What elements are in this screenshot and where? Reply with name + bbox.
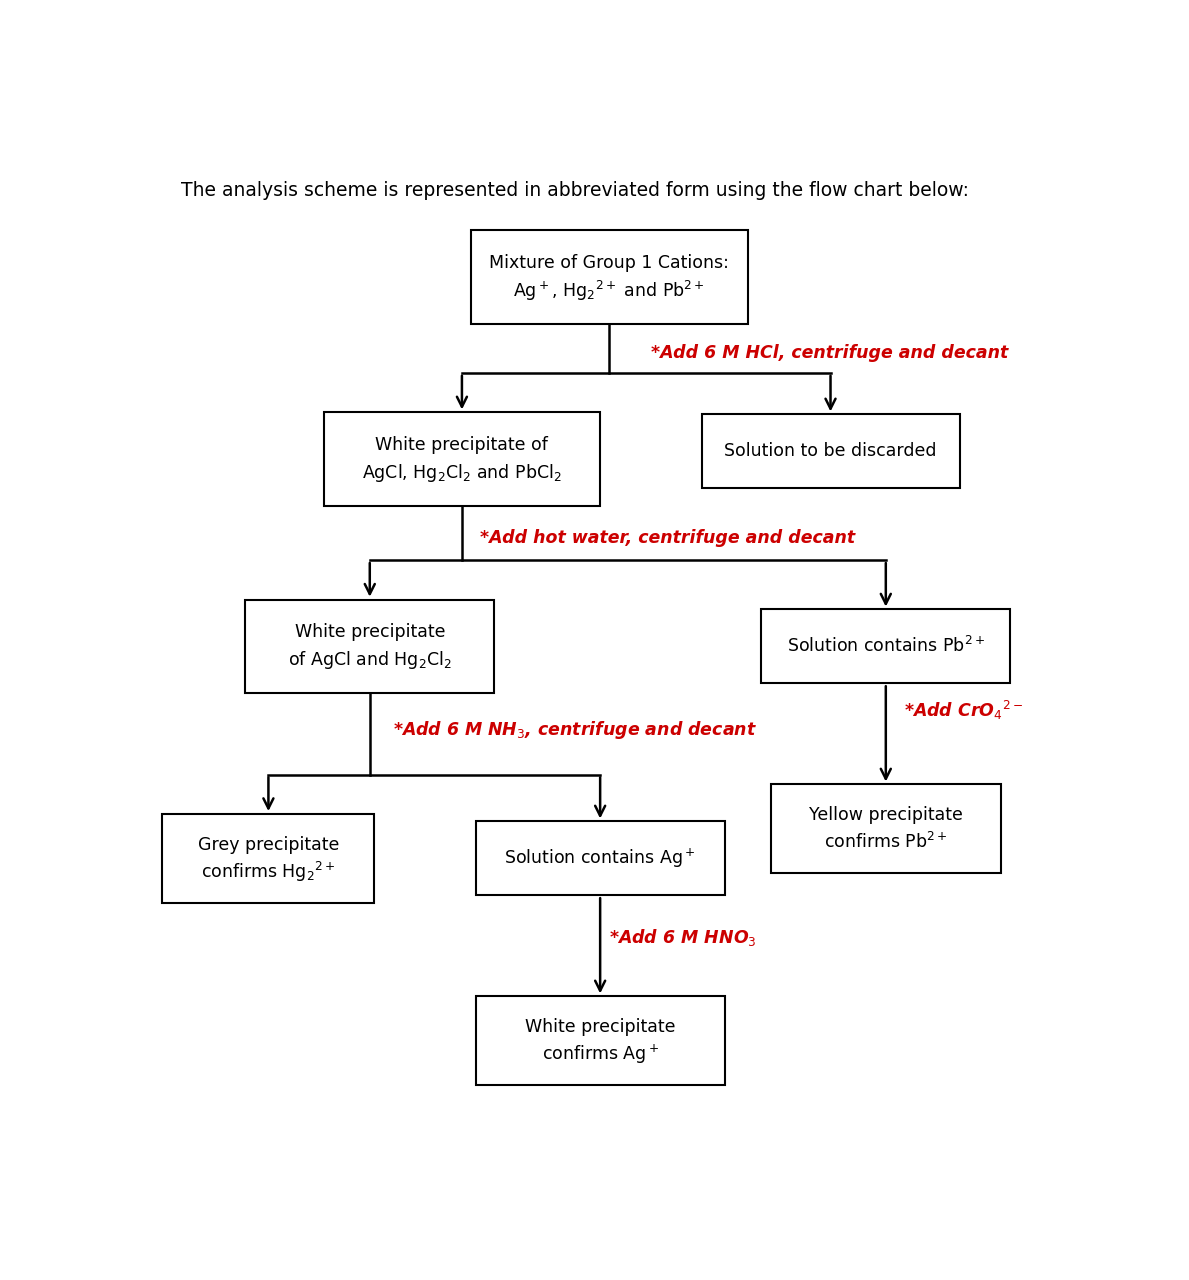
Text: *Add hot water, centrifuge and decant: *Add hot water, centrifuge and decant <box>480 529 855 547</box>
FancyBboxPatch shape <box>476 822 724 895</box>
Text: White precipitate: White precipitate <box>295 623 445 641</box>
Text: of AgCl and Hg$_2$Cl$_2$: of AgCl and Hg$_2$Cl$_2$ <box>288 649 452 672</box>
FancyBboxPatch shape <box>761 609 1011 684</box>
Text: confirms Hg$_2$$^{2+}$: confirms Hg$_2$$^{2+}$ <box>201 860 335 883</box>
Text: Solution contains Pb$^{2+}$: Solution contains Pb$^{2+}$ <box>787 636 984 657</box>
Text: confirms Ag$^+$: confirms Ag$^+$ <box>541 1042 659 1065</box>
Text: *Add 6 M HNO$_3$: *Add 6 M HNO$_3$ <box>610 927 757 947</box>
Text: AgCl, Hg$_2$Cl$_2$ and PbCl$_2$: AgCl, Hg$_2$Cl$_2$ and PbCl$_2$ <box>363 462 561 484</box>
FancyBboxPatch shape <box>770 785 1001 873</box>
Text: White precipitate of: White precipitate of <box>376 436 548 454</box>
Text: Solution to be discarded: Solution to be discarded <box>724 443 937 461</box>
Text: Solution contains Ag$^+$: Solution contains Ag$^+$ <box>504 846 696 870</box>
Text: The analysis scheme is represented in abbreviated form using the flow chart belo: The analysis scheme is represented in ab… <box>181 182 969 200</box>
Text: *Add 6 M HCl, centrifuge and decant: *Add 6 M HCl, centrifuge and decant <box>650 344 1008 362</box>
Text: Ag$^+$, Hg$_2$$^{2+}$ and Pb$^{2+}$: Ag$^+$, Hg$_2$$^{2+}$ and Pb$^{2+}$ <box>514 279 705 303</box>
Text: *Add CrO$_4$$^{2-}$: *Add CrO$_4$$^{2-}$ <box>904 699 1024 722</box>
FancyBboxPatch shape <box>702 415 960 488</box>
FancyBboxPatch shape <box>471 230 748 324</box>
FancyBboxPatch shape <box>323 412 600 506</box>
FancyBboxPatch shape <box>476 996 724 1085</box>
Text: White precipitate: White precipitate <box>524 1019 675 1037</box>
FancyBboxPatch shape <box>163 814 375 902</box>
Text: *Add 6 M NH$_3$, centrifuge and decant: *Add 6 M NH$_3$, centrifuge and decant <box>392 719 756 741</box>
Text: Grey precipitate: Grey precipitate <box>197 836 339 854</box>
Text: confirms Pb$^{2+}$: confirms Pb$^{2+}$ <box>824 832 948 852</box>
Text: Yellow precipitate: Yellow precipitate <box>809 806 963 824</box>
Text: Mixture of Group 1 Cations:: Mixture of Group 1 Cations: <box>490 253 729 271</box>
FancyBboxPatch shape <box>245 599 495 694</box>
